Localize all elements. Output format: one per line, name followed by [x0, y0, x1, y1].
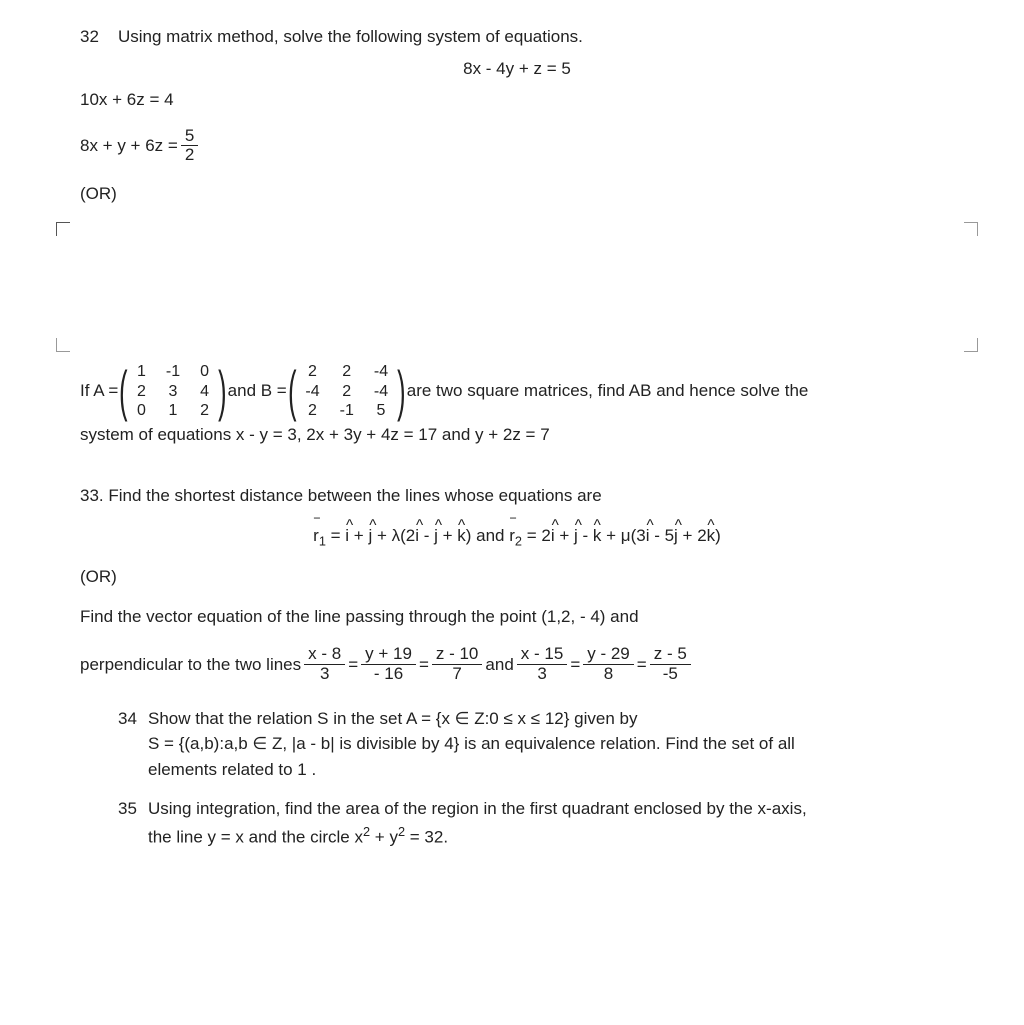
- q32-or: (OR): [80, 181, 954, 207]
- q32-eq3: 8x + y + 6z = 5 2: [80, 127, 954, 165]
- crop-mark-icon: [56, 222, 70, 236]
- q32-heading: 32 Using matrix method, solve the follow…: [80, 24, 954, 50]
- matrix-a: ( 1-10 234 012 ): [120, 362, 225, 420]
- q34-body: Show that the relation S in the set A = …: [148, 706, 795, 783]
- frac-num: 5: [181, 127, 198, 147]
- q32-alt-line2: system of equations x - y = 3, 2x + 3y +…: [80, 422, 954, 448]
- q34-l1: Show that the relation S in the set A = …: [148, 706, 795, 732]
- page-gap: [80, 222, 954, 352]
- q32-eq3-lhs: 8x + y + 6z =: [80, 133, 178, 159]
- crop-mark-icon: [964, 338, 978, 352]
- right-paren-icon: ): [218, 363, 226, 419]
- q33-or: (OR): [80, 564, 954, 590]
- q32-eq2: 10x + 6z = 4: [80, 87, 954, 113]
- q32-number: 32: [80, 24, 118, 50]
- q33-alt1: Find the vector equation of the line pas…: [80, 604, 954, 630]
- q34-l2: S = {(a,b):a,b ∈ Z, |a - b| is divisible…: [148, 731, 795, 757]
- matrix-b: ( 22-4 -42-4 2-15 ): [289, 362, 405, 420]
- q33-line: 33. Find the shortest distance between t…: [80, 483, 954, 509]
- q32-after-mat: are two square matrices, find AB and hen…: [407, 378, 809, 404]
- q32-alt-line1: If A = ( 1-10 234 012 ) and B = ( 22-4 -…: [80, 362, 954, 420]
- q32-and-b: and B =: [228, 378, 287, 404]
- crop-mark-icon: [56, 338, 70, 352]
- matrix-a-table: 1-10 234 012: [127, 362, 219, 420]
- q35: 35 Using integration, find the area of t…: [118, 796, 954, 850]
- q32-alt-prefix: If A =: [80, 378, 118, 404]
- q33-mid: and: [485, 652, 513, 678]
- q33-alt2-pre: perpendicular to the two lines: [80, 652, 301, 678]
- q33-alt2: perpendicular to the two lines x - 83 = …: [80, 645, 954, 683]
- crop-mark-icon: [964, 222, 978, 236]
- q34-number: 34: [118, 706, 148, 732]
- left-paren-icon: (: [288, 363, 296, 419]
- q32-text: Using matrix method, solve the following…: [118, 24, 583, 50]
- q35-l1: Using integration, find the area of the …: [148, 796, 807, 822]
- q35-l2: the line y = x and the circle x2 + y2 = …: [148, 822, 807, 850]
- q34-l3: elements related to 1 .: [148, 757, 795, 783]
- q35-number: 35: [118, 796, 148, 822]
- q35-body: Using integration, find the area of the …: [148, 796, 807, 850]
- q32-eq3-frac: 5 2: [181, 127, 198, 165]
- matrix-b-table: 22-4 -42-4 2-15: [295, 362, 398, 420]
- q33-equation: r1 = i + j + λ(2i - j + k) and r2 = 2i +…: [80, 523, 954, 551]
- frac-den: 2: [181, 146, 198, 165]
- right-paren-icon: ): [397, 363, 405, 419]
- left-paren-icon: (: [119, 363, 127, 419]
- q34: 34 Show that the relation S in the set A…: [118, 706, 954, 783]
- q32-eq1: 8x - 4y + z = 5: [80, 56, 954, 82]
- page: 32 Using matrix method, solve the follow…: [0, 0, 1024, 910]
